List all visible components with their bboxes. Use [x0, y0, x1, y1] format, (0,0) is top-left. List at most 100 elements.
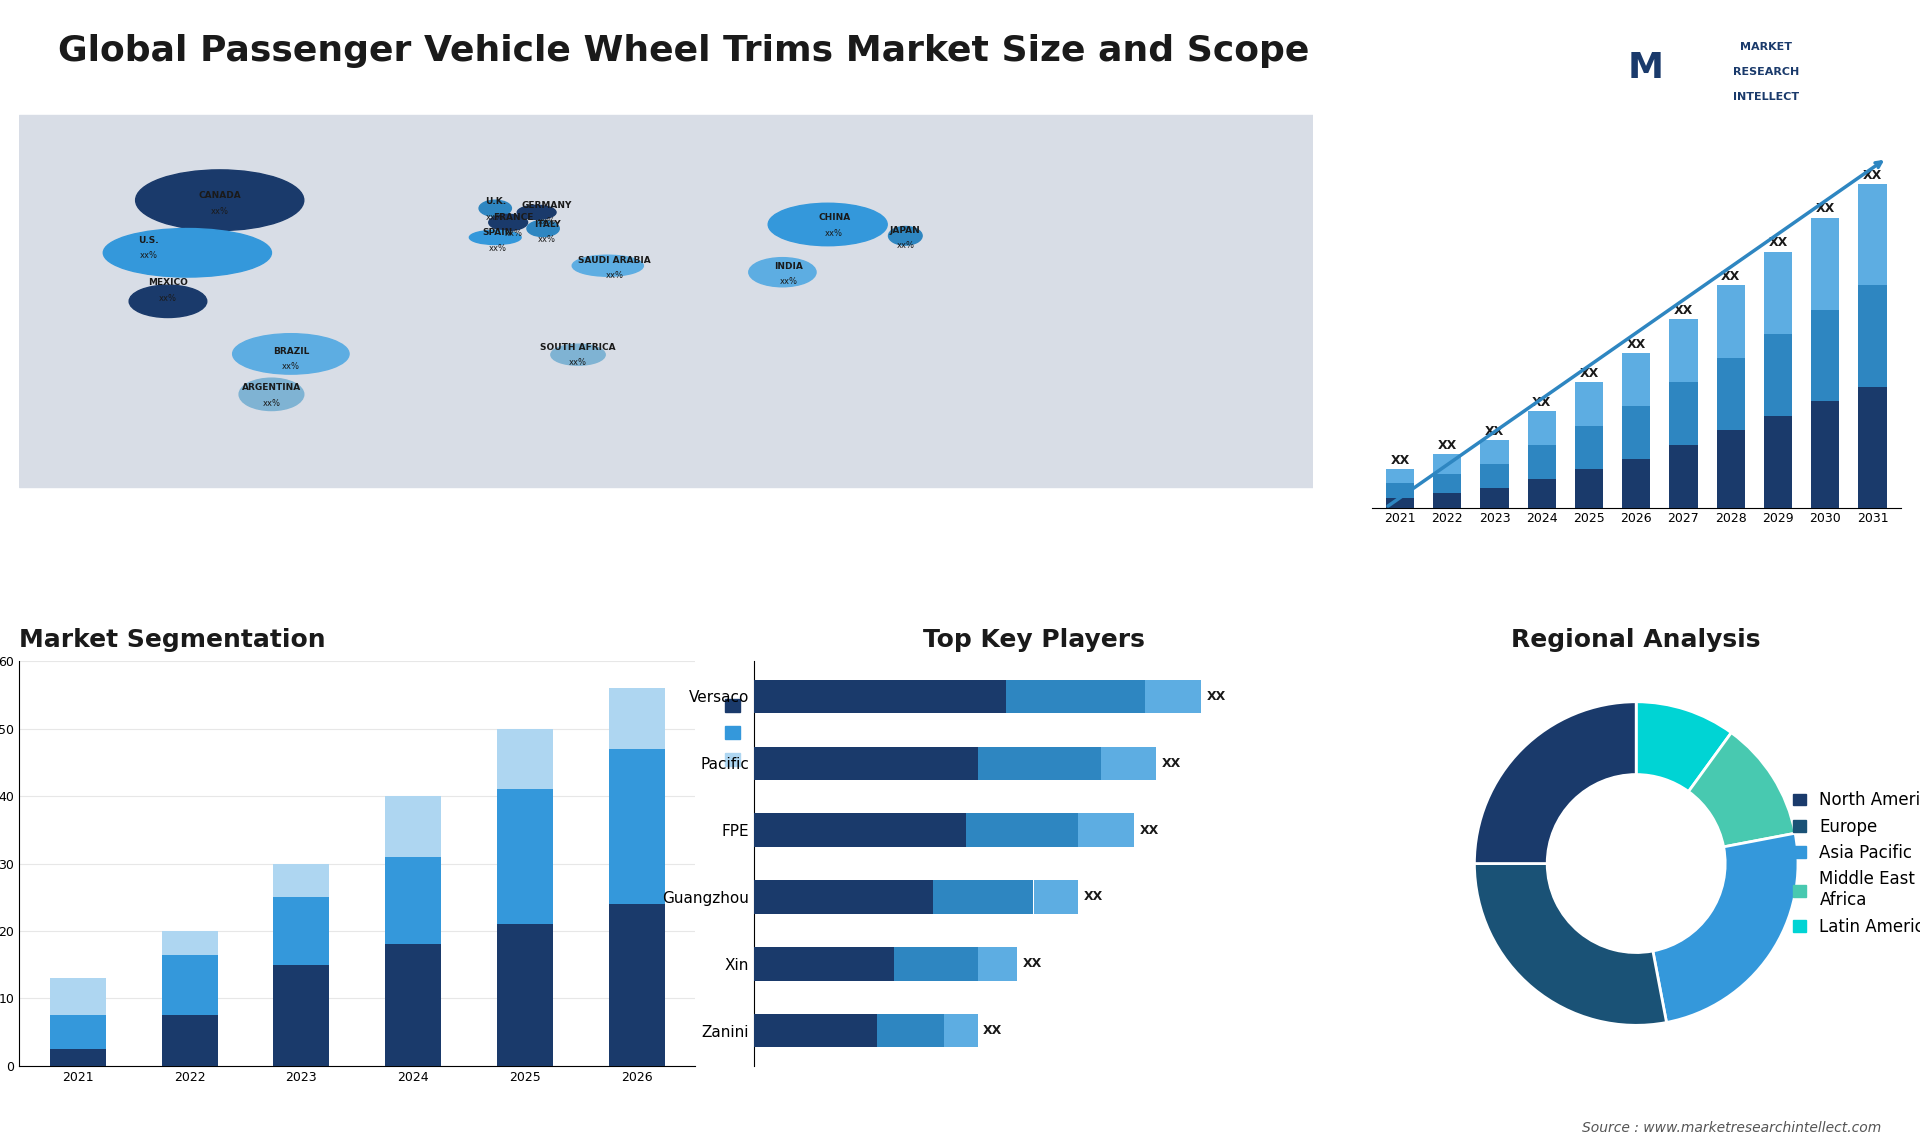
Bar	[1811, 401, 1839, 508]
Bar	[1764, 333, 1791, 416]
Bar	[1716, 358, 1745, 431]
Bar	[386, 857, 442, 944]
Wedge shape	[1475, 701, 1636, 864]
Bar	[977, 746, 1100, 780]
Bar	[1764, 416, 1791, 508]
Bar	[1528, 445, 1555, 479]
Text: Source : www.marketresearchintellect.com: Source : www.marketresearchintellect.com	[1582, 1121, 1882, 1135]
Bar	[1432, 473, 1461, 493]
Wedge shape	[1688, 732, 1795, 847]
Text: U.K.: U.K.	[484, 197, 505, 206]
Bar	[1811, 309, 1839, 401]
Wedge shape	[1636, 701, 1732, 792]
Bar	[755, 814, 966, 847]
Bar	[1386, 469, 1415, 484]
Text: xx%: xx%	[605, 272, 624, 281]
Text: XX: XX	[1720, 270, 1740, 283]
Ellipse shape	[468, 230, 520, 244]
Text: xx%: xx%	[490, 244, 507, 253]
Bar	[273, 864, 330, 897]
Bar	[755, 680, 1006, 713]
Bar	[161, 1015, 217, 1066]
Bar	[1622, 460, 1651, 508]
Text: xx%: xx%	[897, 241, 914, 250]
Text: XX: XX	[1206, 690, 1225, 702]
Bar	[1811, 218, 1839, 309]
Text: GERMANY: GERMANY	[522, 202, 572, 211]
Text: xx%: xx%	[780, 277, 799, 286]
Bar	[1622, 353, 1651, 406]
Text: M: M	[1628, 52, 1663, 85]
Bar	[1528, 479, 1555, 508]
Bar	[1668, 445, 1697, 508]
Text: XX: XX	[1626, 338, 1645, 351]
Bar	[609, 749, 664, 904]
Text: xx%: xx%	[538, 217, 557, 226]
Text: CANADA: CANADA	[198, 191, 242, 201]
Bar	[1574, 425, 1603, 469]
Text: XX: XX	[1532, 395, 1551, 409]
Title: Regional Analysis: Regional Analysis	[1511, 628, 1761, 652]
Text: XX: XX	[1162, 756, 1181, 770]
Text: INDIA: INDIA	[774, 262, 803, 270]
Ellipse shape	[526, 220, 559, 236]
Bar	[497, 924, 553, 1066]
Bar	[50, 1049, 106, 1066]
Bar	[895, 947, 977, 981]
Bar	[273, 897, 330, 965]
Bar	[755, 947, 895, 981]
Bar	[273, 965, 330, 1066]
Text: xx%: xx%	[486, 213, 505, 221]
Ellipse shape	[768, 203, 887, 245]
Ellipse shape	[490, 214, 528, 230]
Bar	[50, 1015, 106, 1049]
Ellipse shape	[480, 201, 511, 217]
Bar	[609, 904, 664, 1066]
Text: xx%: xx%	[538, 235, 557, 244]
Bar	[386, 796, 442, 857]
Text: XX: XX	[1580, 367, 1599, 379]
Legend: Type, Application, Geography: Type, Application, Geography	[718, 691, 862, 777]
Bar	[1668, 382, 1697, 445]
Ellipse shape	[104, 228, 271, 277]
Text: ITALY: ITALY	[534, 220, 561, 228]
Circle shape	[1548, 775, 1726, 952]
Bar	[386, 944, 442, 1066]
Bar	[1480, 464, 1509, 488]
Wedge shape	[1475, 864, 1667, 1026]
Bar	[161, 931, 217, 955]
Text: XX: XX	[1021, 957, 1041, 971]
Ellipse shape	[572, 256, 643, 276]
Bar	[1574, 382, 1603, 425]
Text: RESEARCH: RESEARCH	[1734, 66, 1799, 77]
Bar	[1144, 680, 1202, 713]
Wedge shape	[1653, 833, 1797, 1022]
Bar	[1859, 185, 1887, 285]
Title: Top Key Players: Top Key Players	[924, 628, 1144, 652]
Ellipse shape	[240, 378, 303, 410]
Bar	[966, 814, 1079, 847]
Text: xx%: xx%	[159, 293, 177, 303]
Text: XX: XX	[1484, 424, 1503, 438]
Text: xx%: xx%	[211, 206, 228, 215]
Text: XX: XX	[1390, 454, 1409, 466]
Bar	[1432, 493, 1461, 508]
Text: JAPAN: JAPAN	[891, 226, 922, 235]
Text: xx%: xx%	[568, 359, 588, 367]
Bar	[497, 729, 553, 790]
Bar	[945, 1014, 977, 1047]
Text: MEXICO: MEXICO	[148, 278, 188, 288]
Bar	[1859, 387, 1887, 508]
Text: INTELLECT: INTELLECT	[1734, 92, 1799, 102]
Text: xx%: xx%	[505, 229, 522, 238]
Text: SOUTH AFRICA: SOUTH AFRICA	[540, 343, 616, 352]
Ellipse shape	[551, 344, 605, 366]
Bar	[1668, 320, 1697, 382]
Text: Global Passenger Vehicle Wheel Trims Market Size and Scope: Global Passenger Vehicle Wheel Trims Mar…	[58, 34, 1309, 69]
Text: xx%: xx%	[826, 229, 843, 238]
Bar	[877, 1014, 945, 1047]
Ellipse shape	[232, 333, 349, 374]
Bar	[755, 1014, 877, 1047]
Ellipse shape	[889, 227, 922, 245]
Text: xx%: xx%	[282, 362, 300, 371]
